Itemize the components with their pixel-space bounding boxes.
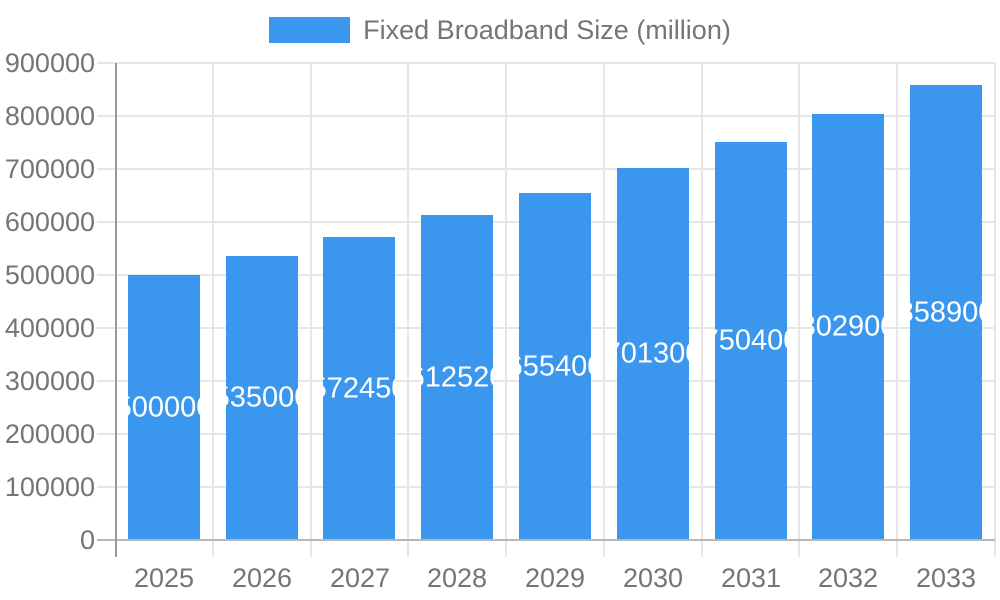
y-axis-tick-label: 200000 bbox=[4, 419, 95, 449]
x-axis-tick-label: 2028 bbox=[426, 563, 488, 593]
bar-value-label: 612520 bbox=[421, 361, 493, 393]
y-axis-tick-label: 900000 bbox=[4, 48, 95, 78]
bar-value-label: 750400 bbox=[715, 324, 787, 357]
bar-2033[interactable]: 858900 bbox=[910, 85, 982, 540]
bar-value-label: 572450 bbox=[323, 372, 395, 404]
bar-2030[interactable]: 701300 bbox=[617, 168, 689, 540]
bar-value-label: 655400 bbox=[519, 350, 591, 382]
category-gridline bbox=[994, 63, 996, 557]
bar-2032[interactable]: 802900 bbox=[812, 114, 884, 540]
legend-swatch bbox=[269, 17, 351, 43]
plot-area: 0 100000 200000 300000 400000 500000 600000 700… bbox=[5, 48, 996, 593]
x-axis-tick-label: 2032 bbox=[817, 563, 879, 593]
category-gridline bbox=[212, 63, 214, 557]
bar-value-label: 535000 bbox=[226, 381, 298, 414]
y-axis-tick-label: 0 bbox=[79, 525, 95, 555]
y-axis-tick-label: 300000 bbox=[4, 366, 95, 396]
x-axis-tick-label: 2027 bbox=[329, 563, 391, 593]
bar-2031[interactable]: 750400 bbox=[715, 142, 787, 540]
bar-2028[interactable]: 612520 bbox=[421, 215, 493, 540]
category-gridline bbox=[505, 63, 507, 557]
x-axis-tick-label: 2026 bbox=[231, 563, 293, 593]
category-gridline bbox=[310, 63, 312, 557]
category-gridline bbox=[603, 63, 605, 557]
y-axis-tick-label: 700000 bbox=[4, 154, 95, 184]
x-axis-tick-label: 2031 bbox=[720, 563, 782, 593]
category-gridline bbox=[798, 63, 800, 557]
y-axis-tick-label: 600000 bbox=[4, 207, 95, 237]
bar-value-label: 858900 bbox=[910, 296, 982, 328]
bar-2026[interactable]: 535000 bbox=[226, 256, 298, 540]
y-gridline bbox=[97, 115, 995, 117]
legend: Fixed Broadband Size (million) bbox=[0, 14, 1000, 46]
y-axis-tick-label: 100000 bbox=[4, 472, 95, 502]
bar-value-label: 802900 bbox=[812, 310, 884, 343]
x-axis-tick-label: 2025 bbox=[133, 563, 195, 593]
y-gridline bbox=[97, 168, 995, 170]
category-gridline bbox=[896, 63, 898, 557]
y-axis-line bbox=[115, 63, 117, 557]
bar-2027[interactable]: 572450 bbox=[323, 237, 395, 540]
y-gridline bbox=[97, 62, 995, 64]
x-axis-baseline bbox=[97, 539, 995, 541]
x-axis-tick-label: 2033 bbox=[915, 563, 977, 593]
y-axis-tick-label: 400000 bbox=[4, 313, 95, 343]
y-axis-tick-label: 500000 bbox=[4, 260, 95, 290]
category-gridline bbox=[701, 63, 703, 557]
bar-2029[interactable]: 655400 bbox=[519, 193, 591, 540]
x-axis-tick-label: 2030 bbox=[622, 563, 684, 593]
x-axis-tick-label: 2029 bbox=[524, 563, 586, 593]
y-axis-tick-label: 800000 bbox=[4, 101, 95, 131]
legend-label: Fixed Broadband Size (million) bbox=[363, 14, 731, 45]
bar-2025[interactable]: 500000 bbox=[128, 275, 200, 540]
category-gridline bbox=[407, 63, 409, 557]
bar-value-label: 701300 bbox=[617, 337, 689, 370]
bar-value-label: 500000 bbox=[128, 391, 200, 423]
